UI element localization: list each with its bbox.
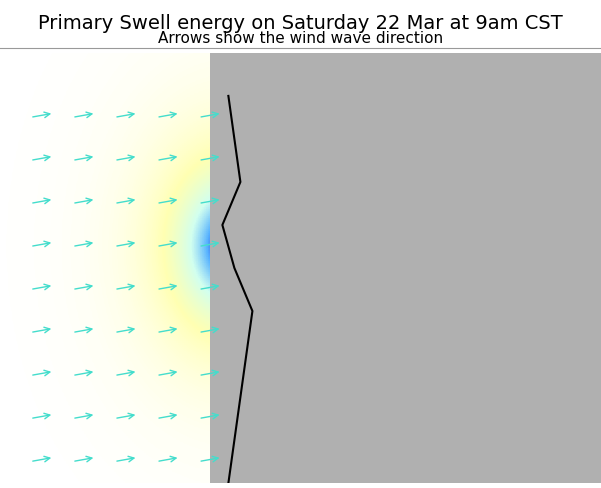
Text: Arrows show the wind wave direction: Arrows show the wind wave direction — [158, 31, 443, 46]
Bar — [210, 53, 601, 483]
Text: Primary Swell energy on Saturday 22 Mar at 9am CST: Primary Swell energy on Saturday 22 Mar … — [38, 15, 563, 33]
